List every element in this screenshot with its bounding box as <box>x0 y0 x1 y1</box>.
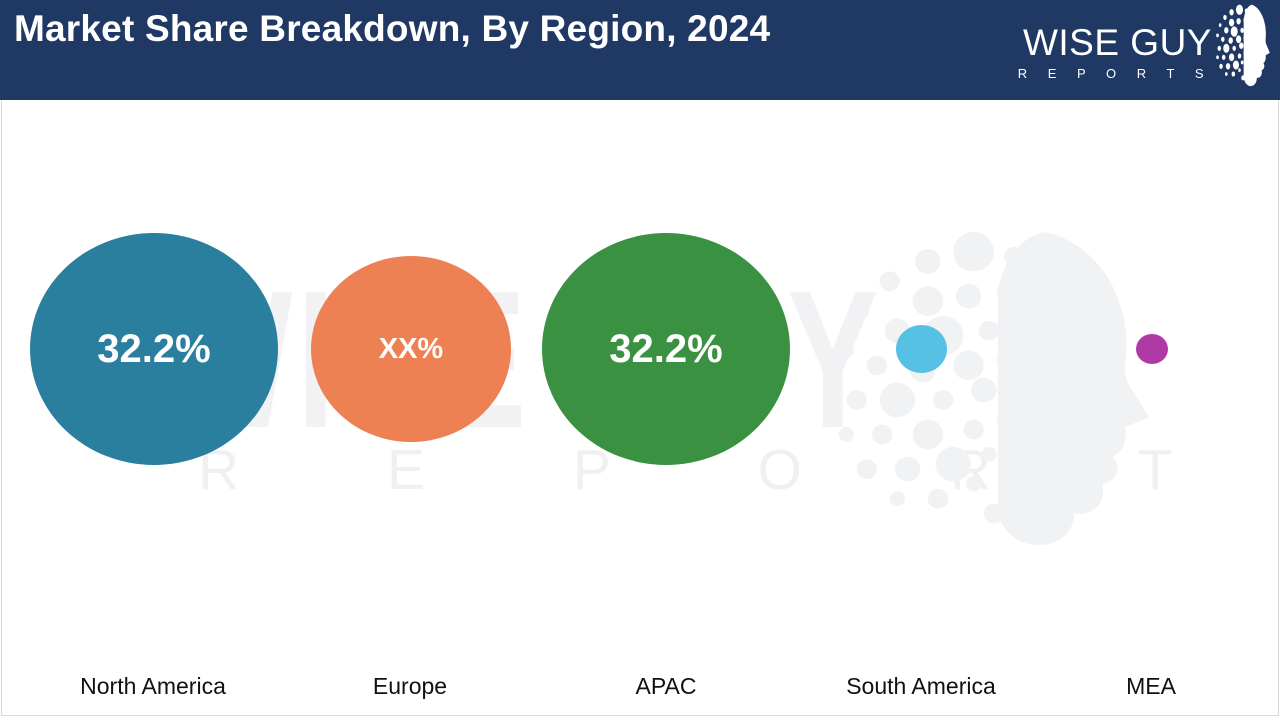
category-label-europe: Europe <box>372 673 448 699</box>
brand-tagline: R E P O R T S <box>1017 66 1212 81</box>
header: Market Share Breakdown, By Region, 2024 … <box>0 0 1280 100</box>
category-label-north-america: North America <box>80 673 226 699</box>
category-label-mea: MEA <box>1126 673 1176 699</box>
brand-logo-text: WISE GUY R E P O R T S <box>1018 22 1212 81</box>
bubble-south-america <box>896 325 947 373</box>
watermark-head-icon <box>826 222 1162 568</box>
page-title: Market Share Breakdown, By Region, 2024 <box>14 8 771 49</box>
brand-name: WISE GUY <box>1022 22 1212 63</box>
bubble-mea <box>1136 334 1168 364</box>
wiseguy-head-icon <box>1214 2 1272 92</box>
bubble-north-america: 32.2% <box>30 233 278 465</box>
bubble-europe: XX% <box>311 256 511 442</box>
bubble-value-label: XX% <box>378 332 444 365</box>
category-label-apac: APAC <box>635 673 697 699</box>
bubble-value-label: 32.2% <box>97 326 211 371</box>
bubble-apac: 32.2% <box>542 233 790 465</box>
brand-logo: WISE GUY R E P O R T S <box>1018 2 1272 92</box>
category-label-south-america: South America <box>846 673 996 699</box>
bubble-value-label: 32.2% <box>609 326 723 371</box>
